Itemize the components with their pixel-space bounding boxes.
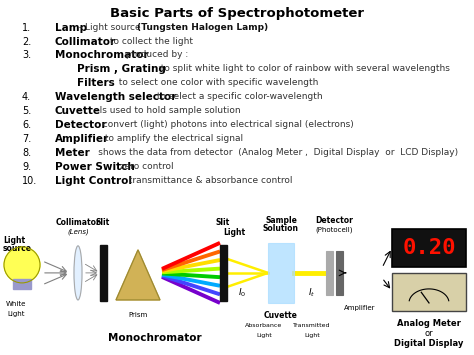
Polygon shape [116, 250, 160, 300]
Text: Light: Light [7, 311, 25, 317]
Bar [268, 243, 294, 303]
Text: Monochromator: Monochromator [108, 333, 202, 343]
Bar [392, 229, 466, 267]
Text: Light: Light [256, 333, 272, 338]
Text: Absorbance: Absorbance [246, 323, 283, 328]
Text: or: or [425, 329, 433, 338]
Text: shows the data from detector  (Analog Meter ,  Digital Display  or  LCD Display): shows the data from detector (Analog Met… [81, 148, 458, 157]
Text: (Photocell): (Photocell) [315, 226, 353, 233]
Text: Light: Light [3, 236, 25, 245]
Text: Filters: Filters [77, 78, 115, 88]
Ellipse shape [74, 246, 82, 300]
Text: 1.: 1. [22, 23, 31, 33]
Text: White: White [6, 301, 26, 307]
Text: Amplifier: Amplifier [344, 305, 376, 311]
Text: 4.: 4. [22, 92, 31, 102]
Text: Detector: Detector [55, 120, 107, 130]
Text: Light: Light [304, 333, 320, 338]
Text: $I_t$: $I_t$ [308, 287, 316, 299]
Text: Basic Parts of Spectrophotometer: Basic Parts of Spectrophotometer [110, 7, 364, 20]
Text: Collimator: Collimator [55, 218, 100, 227]
Text: Meter: Meter [55, 148, 90, 158]
Text: 0.20: 0.20 [402, 238, 456, 258]
Text: Cuvette: Cuvette [55, 106, 101, 116]
Text: transmittance & absorbance control: transmittance & absorbance control [123, 175, 292, 185]
Text: 5.: 5. [22, 106, 31, 116]
Text: to collect the light: to collect the light [107, 37, 193, 45]
Text: Is used to hold sample solution: Is used to hold sample solution [91, 106, 241, 115]
Text: Analog Meter: Analog Meter [397, 319, 461, 328]
Text: Light Control: Light Control [55, 175, 132, 186]
Text: Slit: Slit [216, 218, 230, 227]
Text: Power Switch: Power Switch [55, 162, 135, 171]
Text: convert (light) photons into electrical signal (electrons): convert (light) photons into electrical … [97, 120, 353, 129]
Bar [100, 245, 107, 301]
Text: Sample: Sample [265, 216, 297, 225]
Text: 10.: 10. [22, 175, 37, 186]
Text: Collimator: Collimator [55, 37, 116, 47]
Circle shape [4, 247, 40, 283]
Text: (Lens): (Lens) [67, 228, 89, 235]
Text: produced by :: produced by : [123, 50, 188, 59]
Text: (Tungsten Halogen Lamp): (Tungsten Halogen Lamp) [137, 23, 268, 32]
Text: Slit: Slit [96, 218, 110, 227]
Text: 3.: 3. [22, 50, 31, 60]
Text: Amplifier: Amplifier [55, 134, 109, 144]
Text: to amplify the electrical signal: to amplify the electrical signal [102, 134, 243, 143]
Text: Detector: Detector [315, 216, 353, 225]
Bar [13, 279, 31, 289]
Text: :to split white light to color of rainbow with several wavelengths: :to split white light to color of rainbo… [155, 64, 450, 73]
Text: Cuvette: Cuvette [264, 311, 298, 320]
Text: Light: Light [223, 228, 245, 237]
Text: zero control: zero control [118, 162, 174, 171]
Bar [326, 251, 333, 295]
Text: - Light source: - Light source [76, 23, 143, 32]
Text: 8.: 8. [22, 148, 31, 158]
Text: $I_0$: $I_0$ [238, 287, 246, 299]
Text: Monochromator: Monochromator [55, 50, 149, 60]
Text: 6.: 6. [22, 120, 31, 130]
Bar [392, 273, 466, 311]
Text: Transmitted: Transmitted [293, 323, 331, 328]
Text: Prism: Prism [128, 312, 147, 318]
Text: Digital Display: Digital Display [394, 339, 464, 348]
Text: Wavelength selector: Wavelength selector [55, 92, 176, 102]
Text: Lamp: Lamp [55, 23, 87, 33]
Polygon shape [346, 249, 382, 297]
Bar [336, 251, 343, 295]
Bar [220, 245, 227, 301]
Text: Solution: Solution [263, 224, 299, 233]
Text: 2.: 2. [22, 37, 31, 47]
Text: 9.: 9. [22, 162, 31, 171]
Text: Prism , Grating: Prism , Grating [77, 64, 166, 74]
Text: to select a specific color-wavelength: to select a specific color-wavelength [154, 92, 322, 101]
Text: source: source [3, 244, 32, 253]
Text: 7.: 7. [22, 134, 31, 144]
Text: to select one color with specific wavelength: to select one color with specific wavele… [113, 78, 319, 87]
